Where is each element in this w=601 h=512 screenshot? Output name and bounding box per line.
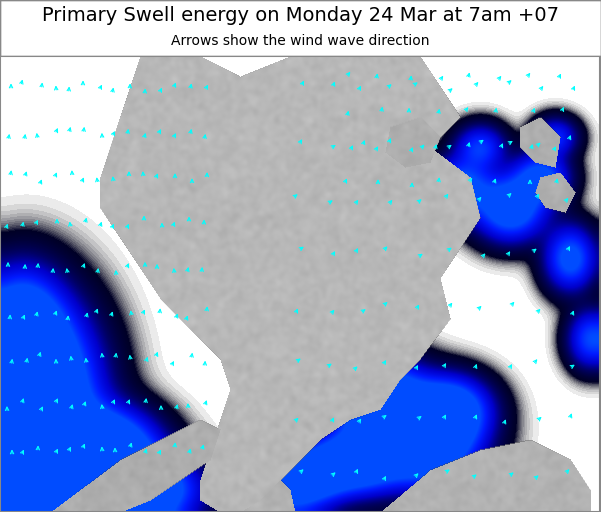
Text: Arrows show the wind wave direction: Arrows show the wind wave direction [171,34,430,48]
Text: Primary Swell energy on Monday 24 Mar at 7am +07: Primary Swell energy on Monday 24 Mar at… [42,6,559,25]
